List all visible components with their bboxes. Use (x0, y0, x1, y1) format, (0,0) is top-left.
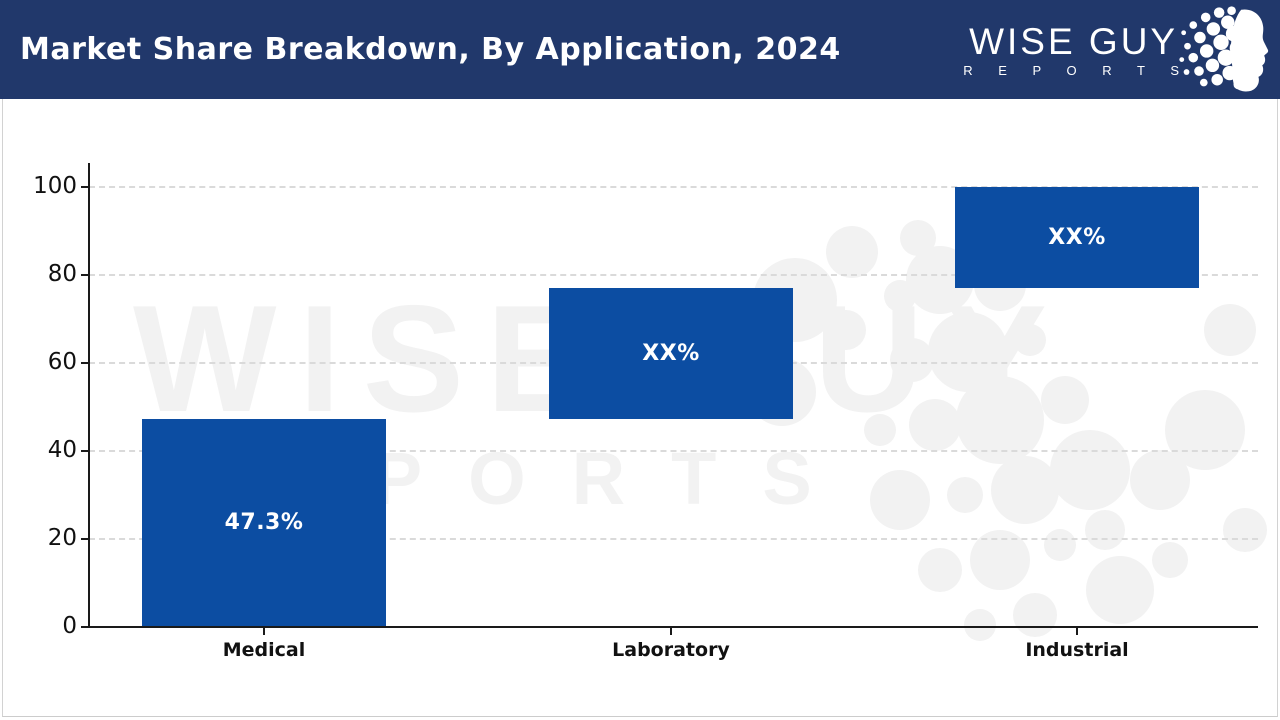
bar-value-label-laboratory: XX% (642, 341, 700, 367)
bar-value-label-industrial: XX% (1048, 225, 1106, 251)
gridline-80 (89, 274, 1258, 276)
gridline-20 (89, 538, 1258, 540)
x-tick-mark-medical (263, 627, 265, 635)
x-category-label-industrial: Industrial (1025, 639, 1129, 661)
y-tick-label-40: 40 (47, 437, 77, 463)
y-axis-spine (88, 163, 90, 628)
y-tick-mark-0 (81, 626, 89, 628)
logo-wordmark-text: WISE GUY (969, 21, 1179, 62)
logo-reports-text: R E P O R T S (963, 63, 1190, 78)
bar-value-label-medical: 47.3% (224, 510, 304, 536)
gridline-40 (89, 450, 1258, 452)
y-tick-label-100: 100 (33, 173, 77, 199)
logo-wordmark-block: WISE GUY R E P O R T S (957, 23, 1190, 77)
bar-medical: 47.3% (142, 418, 386, 627)
x-tick-mark-industrial (1076, 627, 1078, 635)
y-tick-label-0: 0 (62, 613, 77, 639)
y-tick-mark-100 (81, 186, 89, 188)
y-tick-mark-20 (81, 538, 89, 540)
header-bar: Market Share Breakdown, By Application, … (0, 0, 1280, 99)
y-tick-mark-80 (81, 274, 89, 276)
x-category-label-medical: Medical (222, 639, 306, 661)
x-category-label-laboratory: Laboratory (612, 639, 730, 661)
x-axis-spine (88, 626, 1258, 628)
y-tick-label-80: 80 (47, 261, 77, 287)
bar-industrial: XX% (955, 187, 1199, 289)
bar-laboratory: XX% (549, 288, 793, 419)
gridline-100 (89, 186, 1258, 188)
page-title: Market Share Breakdown, By Application, … (20, 32, 841, 67)
logo-dot-face-icon (1179, 6, 1269, 92)
y-tick-label-20: 20 (47, 525, 77, 551)
y-tick-mark-40 (81, 450, 89, 452)
y-tick-label-60: 60 (47, 349, 77, 375)
x-tick-mark-laboratory (670, 627, 672, 635)
y-tick-mark-60 (81, 362, 89, 364)
wise-guy-reports-logo: WISE GUY R E P O R T S (957, 4, 1270, 96)
